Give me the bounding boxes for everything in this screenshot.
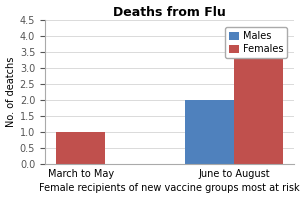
Y-axis label: No. of deatchs: No. of deatchs (6, 57, 16, 127)
X-axis label: Female recipients of new vaccine groups most at risk: Female recipients of new vaccine groups … (39, 183, 300, 193)
Bar (185, 100, 234, 164)
Title: Deaths from Flu: Deaths from Flu (113, 6, 226, 19)
Bar (56, 132, 105, 164)
Legend: Males, Females: Males, Females (225, 27, 287, 58)
Bar (234, 36, 283, 164)
